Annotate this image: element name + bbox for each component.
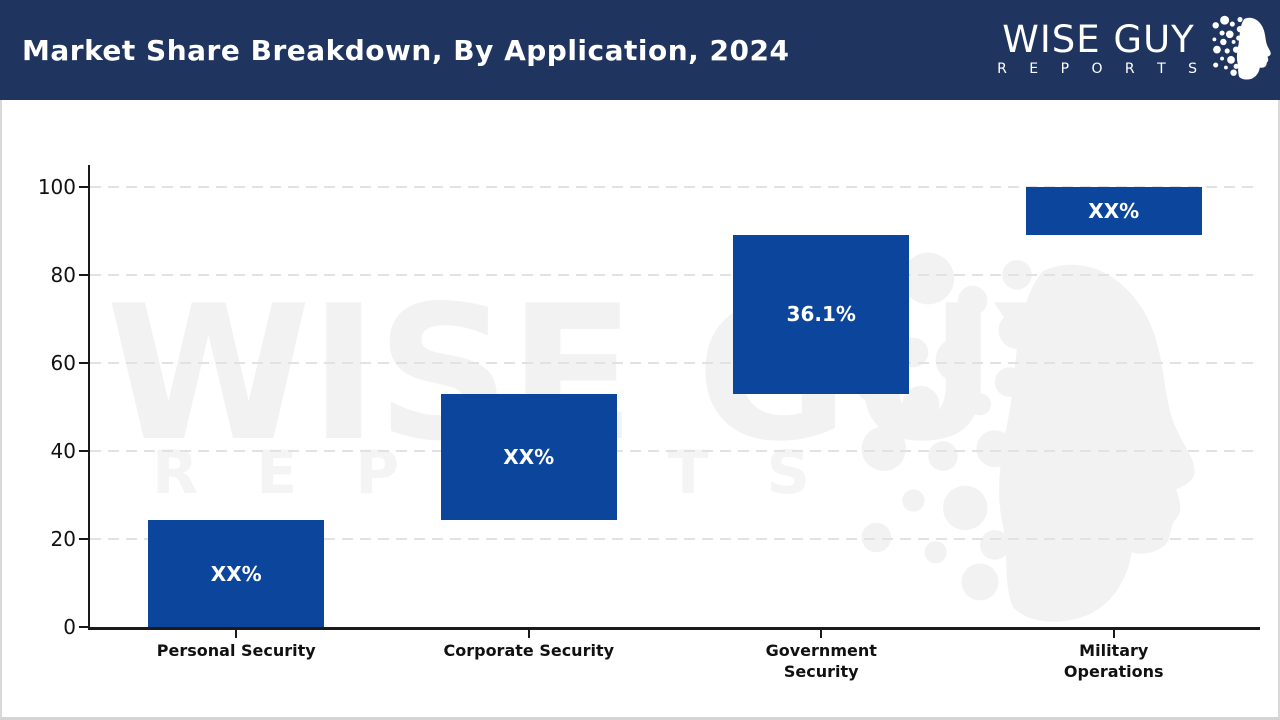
gridline-40 [90, 450, 1255, 452]
gridline-20 [90, 538, 1255, 540]
bar-value-label: 36.1% [786, 302, 856, 327]
y-tick-label-80: 80 [50, 263, 76, 287]
bar-value-label: XX% [210, 561, 262, 586]
x-tick-1 [527, 630, 530, 638]
y-tick-20 [79, 538, 88, 540]
x-category-label: Government Security [765, 641, 877, 681]
y-tick-label-40: 40 [50, 439, 76, 463]
y-tick-40 [79, 450, 88, 452]
wiseguy-logo-text: WISE GUY R E P O R T S [991, 18, 1206, 77]
y-axis-line [88, 165, 90, 629]
y-tick-80 [79, 274, 88, 276]
x-axis-line [88, 627, 1260, 630]
gridline-60 [90, 362, 1255, 364]
bar-corporate-security: XX% [440, 393, 617, 521]
wiseguy-logo-subtext: R E P O R T S [997, 60, 1206, 77]
wiseguy-logo-wordmark: WISE GUY [1002, 18, 1195, 62]
x-tick-3 [1112, 630, 1115, 638]
y-tick-label-20: 20 [50, 527, 76, 551]
x-tick-2 [820, 630, 823, 638]
wiseguy-head-icon [1212, 15, 1271, 80]
wiseguy-logo: WISE GUY R E P O R T S [991, 6, 1272, 92]
y-tick-label-60: 60 [50, 351, 76, 375]
bar-military-operations: XX% [1025, 187, 1202, 235]
x-tick-0 [235, 630, 238, 638]
y-tick-0 [79, 626, 88, 628]
gridline-80 [90, 274, 1255, 276]
y-tick-100 [79, 186, 88, 188]
y-tick-label-100: 100 [37, 175, 76, 199]
header-bar: Market Share Breakdown, By Application, … [0, 0, 1280, 100]
x-category-label: Personal Security [156, 641, 316, 660]
x-category-label: Military Operations [1063, 641, 1164, 681]
page-title: Market Share Breakdown, By Application, … [22, 33, 790, 67]
gridline-100 [90, 186, 1255, 188]
bar-value-label: XX% [503, 444, 555, 469]
x-category-label: Corporate Security [443, 641, 615, 660]
y-tick-label-0: 0 [63, 615, 76, 639]
bar-value-label: XX% [1088, 198, 1140, 223]
y-tick-60 [79, 362, 88, 364]
bar-personal-security: XX% [148, 520, 325, 627]
bar-government-security: 36.1% [733, 234, 910, 394]
